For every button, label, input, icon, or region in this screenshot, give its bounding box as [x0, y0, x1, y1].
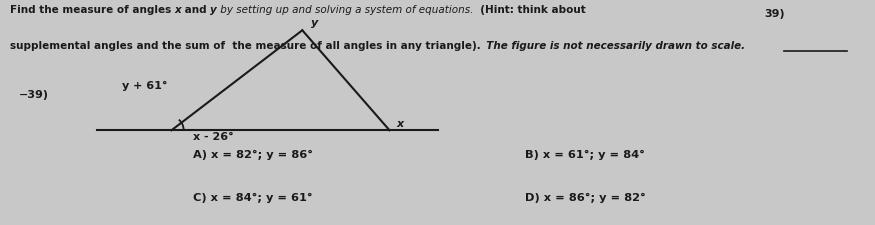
Text: y: y — [311, 18, 318, 28]
Text: (Hint: think about: (Hint: think about — [473, 5, 585, 15]
Text: Find the measure of angles: Find the measure of angles — [10, 5, 175, 15]
Text: supplemental angles and the sum of  the measure of all angles in any triangle).: supplemental angles and the sum of the m… — [10, 41, 481, 51]
Text: x - 26°: x - 26° — [193, 133, 234, 142]
Text: The figure is not necessarily drawn to scale.: The figure is not necessarily drawn to s… — [480, 41, 746, 51]
Text: C) x = 84°; y = 61°: C) x = 84°; y = 61° — [193, 193, 313, 202]
Text: 39): 39) — [765, 9, 785, 19]
Text: x: x — [396, 119, 403, 129]
Text: y + 61°: y + 61° — [122, 81, 167, 91]
Text: and: and — [181, 5, 211, 15]
Text: B) x = 61°; y = 84°: B) x = 61°; y = 84° — [525, 150, 645, 160]
Text: x: x — [174, 5, 181, 15]
Text: y: y — [210, 5, 217, 15]
Text: by setting up and solving a system of equations.: by setting up and solving a system of eq… — [217, 5, 473, 15]
Text: −39): −39) — [19, 90, 49, 100]
Text: D) x = 86°; y = 82°: D) x = 86°; y = 82° — [525, 193, 646, 202]
Text: A) x = 82°; y = 86°: A) x = 82°; y = 86° — [193, 150, 313, 160]
